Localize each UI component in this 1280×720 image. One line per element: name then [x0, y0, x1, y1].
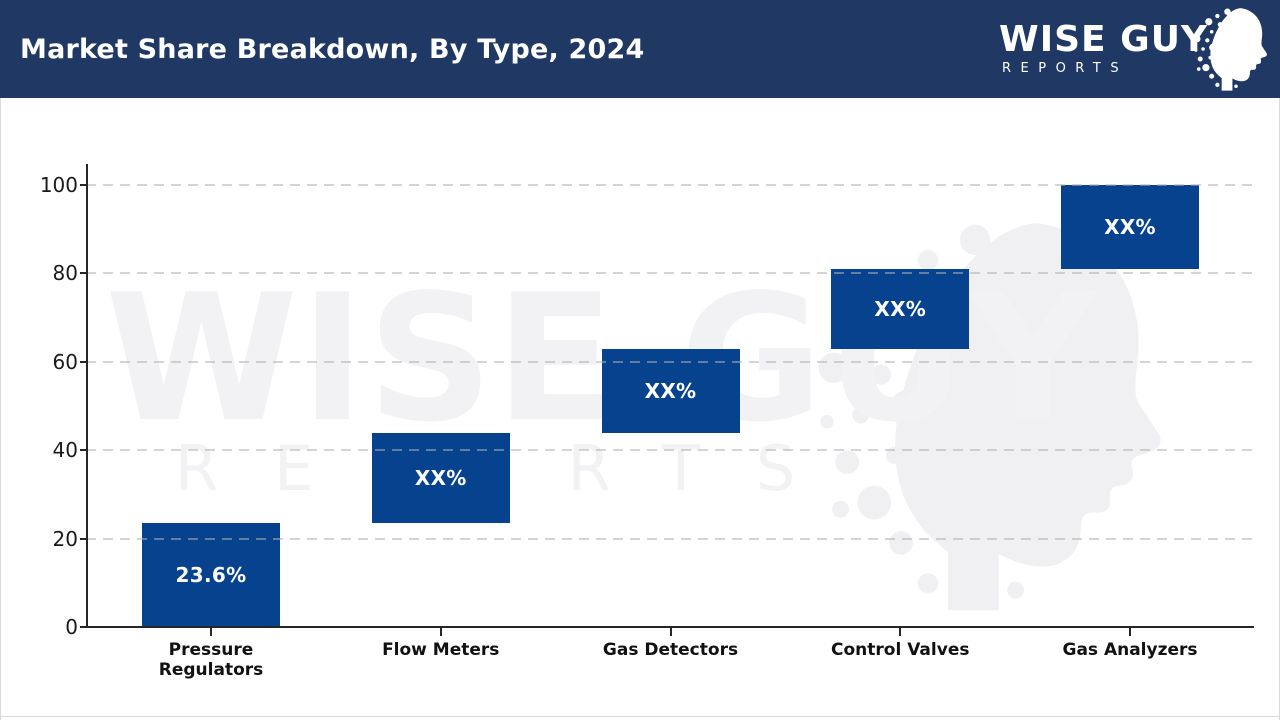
x-category-label: Gas Detectors — [602, 640, 739, 660]
y-tick-mark — [80, 272, 86, 275]
x-category-label: Flow Meters — [382, 640, 500, 660]
logo-reports-text: REPORTS — [1001, 61, 1129, 76]
frame-bottom-edge — [0, 716, 1280, 717]
waterfall-bar — [831, 268, 970, 349]
bar-value-label: XX% — [414, 465, 467, 490]
y-tick-label: 100 — [39, 173, 78, 197]
bar-value-label: 23.6% — [175, 562, 247, 587]
y-tick-mark — [80, 626, 86, 628]
y-tick-mark — [80, 360, 86, 363]
x-axis-line — [86, 626, 1254, 628]
x-tick-mark — [669, 627, 672, 636]
y-gridline — [86, 449, 1254, 452]
waterfall-bar — [142, 522, 280, 627]
header-bar: Market Share Breakdown, By Type, 2024 WI… — [0, 0, 1280, 98]
bar-value-label: XX% — [644, 378, 697, 403]
wiseguy-head-icon — [1194, 8, 1267, 91]
y-gridline — [86, 184, 1254, 186]
watermark-reports-text: REPORTS — [175, 432, 852, 505]
x-tick-mark — [899, 627, 902, 636]
frame-left-edge — [0, 98, 1, 720]
x-tick-mark — [210, 627, 212, 636]
y-tick-label: 60 — [52, 349, 78, 374]
wiseguy-logo: WISE GUY REPORTS — [999, 0, 1272, 98]
waterfall-bar — [371, 432, 510, 523]
x-tick-mark — [439, 627, 442, 636]
y-tick-label: 0 — [65, 615, 78, 639]
y-gridline — [86, 272, 1254, 275]
x-category-label: Pressure Regulators — [158, 640, 264, 680]
chart-title: Market Share Breakdown, By Type, 2024 — [20, 33, 645, 65]
y-gridline — [86, 360, 1254, 363]
y-gridline — [86, 537, 1254, 540]
y-tick-label: 20 — [52, 526, 78, 551]
y-tick-mark — [80, 537, 86, 540]
y-tick-mark — [80, 184, 86, 186]
x-category-label: Gas Analyzers — [1062, 640, 1198, 660]
x-category-label: Control Valves — [831, 640, 970, 660]
y-tick-label: 40 — [52, 438, 78, 463]
y-axis-line — [86, 164, 88, 628]
logo-brand-text: WISE GUY — [998, 19, 1208, 60]
y-tick-mark — [80, 449, 86, 452]
logo-text-block: WISE GUY REPORTS — [998, 19, 1208, 77]
bar-value-label: XX% — [1104, 214, 1156, 239]
y-tick-label: 80 — [52, 261, 78, 286]
x-tick-mark — [1129, 627, 1131, 636]
waterfall-bar — [1061, 185, 1199, 269]
bar-value-label: XX% — [874, 296, 927, 321]
